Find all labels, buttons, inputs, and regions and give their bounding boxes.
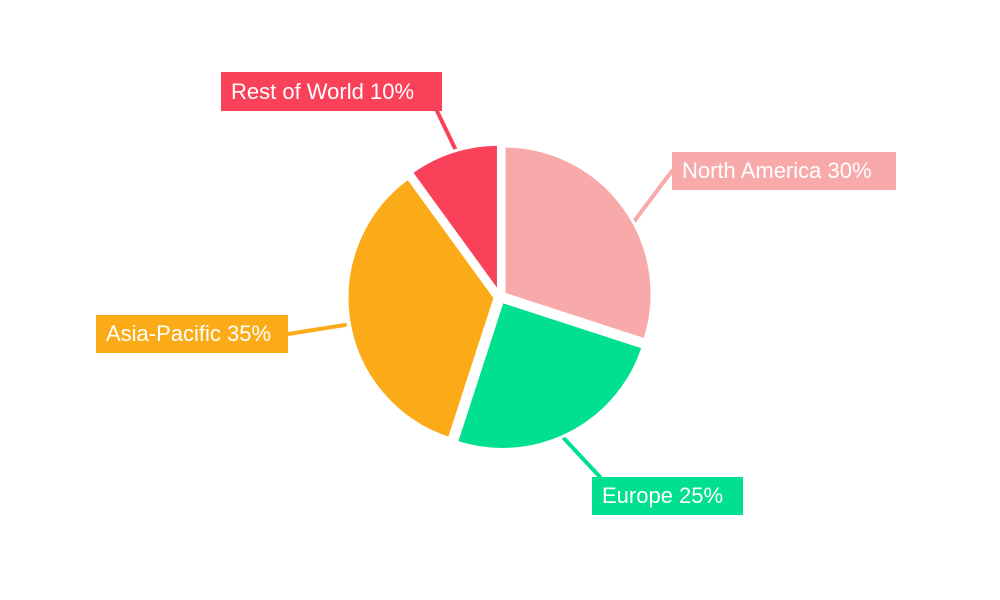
pie-label-text-north-america: North America 30% [682, 158, 872, 183]
leader-line-north-america [630, 169, 674, 226]
pie-label-rest-of-world[interactable]: Rest of World 10% [221, 72, 442, 111]
pie-label-europe[interactable]: Europe 25% [592, 477, 743, 515]
pie-label-text-asia-pacific: Asia-Pacific 35% [106, 321, 272, 346]
leader-line-asia-pacific [286, 323, 347, 336]
pie-label-text-rest-of-world: Rest of World 10% [231, 78, 415, 104]
pie-label-asia-pacific[interactable]: Asia-Pacific 35% [96, 315, 288, 353]
pie-slice-rest-of-world[interactable] [409, 142, 500, 297]
pie-slices [345, 142, 654, 451]
pie-label-text-europe: Europe 25% [602, 483, 724, 508]
leader-line-europe [556, 430, 602, 479]
pie-label-north-america[interactable]: North America 30% [672, 152, 896, 190]
pie-slice-north-america[interactable] [502, 144, 654, 342]
pie-slice-asia-pacific[interactable] [345, 175, 497, 441]
pie-slice-europe[interactable] [454, 299, 645, 451]
